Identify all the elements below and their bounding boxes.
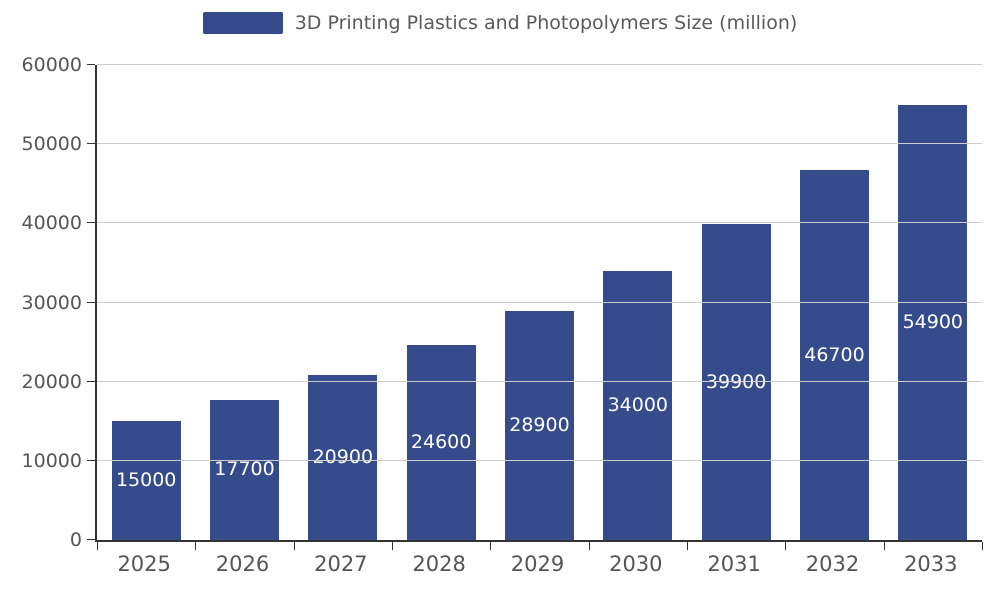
y-axis-tick-label: 50000 (21, 133, 82, 156)
y-axis-tick-label: 20000 (21, 370, 82, 393)
gridline (97, 222, 982, 224)
bar: 20900 (308, 374, 378, 540)
bar-value-label: 46700 (804, 343, 865, 366)
x-axis-tick (293, 542, 295, 550)
x-axis-tick (686, 542, 688, 550)
gridline (97, 380, 982, 382)
x-axis-tick-label: 2025 (117, 552, 171, 576)
bar-value-label: 54900 (902, 311, 964, 334)
x-axis-tick (391, 542, 393, 550)
x-axis-tick (785, 542, 787, 550)
bar-slot: 46700 (785, 65, 883, 540)
y-axis: 0 10000 20000 30000 40000 50000 60000 (0, 54, 82, 551)
bar-slot: 39900 (687, 65, 785, 540)
chart-title: 3D Printing Plastics and Photopolymers S… (294, 12, 798, 34)
x-axis-tick-label: 2028 (412, 552, 466, 576)
bar-slot: 20900 (294, 65, 392, 540)
bar: 34000 (603, 270, 673, 540)
gridline (97, 459, 982, 461)
y-axis-tick (87, 459, 95, 461)
x-axis-tick (883, 542, 885, 550)
bar-slot: 28900 (490, 65, 588, 540)
bar: 39900 (701, 224, 771, 540)
plot-area: 15000 17700 20900 24600 28900 34000 39900 46700… (87, 64, 983, 550)
bars-row: 15000 17700 20900 24600 28900 34000 39900 46700… (97, 65, 982, 540)
bar: 24600 (406, 345, 476, 540)
x-axis-tick-label: 2030 (609, 552, 663, 576)
x-axis-tick (195, 542, 197, 550)
bar-slot: 24600 (392, 65, 490, 540)
x-axis-tick (588, 542, 590, 550)
y-axis-tick (87, 380, 95, 382)
y-axis-tick (87, 301, 95, 303)
bar-slot: 15000 (97, 65, 195, 540)
x-axis-tick-label: 2029 (510, 552, 565, 576)
bar: 46700 (800, 170, 869, 540)
bar-value-label: 17700 (214, 458, 275, 481)
y-axis-tick-label: 30000 (21, 291, 82, 314)
bar-value-label: 28900 (509, 414, 570, 437)
bar: 28900 (505, 311, 574, 540)
bar: 54900 (898, 105, 968, 540)
bar: 15000 (111, 421, 181, 540)
bar-value-label: 34000 (607, 393, 669, 416)
gridline (97, 143, 982, 145)
bar: 17700 (210, 399, 279, 540)
x-axis: 2025 2026 2027 2028 2029 2030 2031 2032 2033 (95, 552, 980, 576)
x-axis-tick (490, 542, 492, 550)
bar-value-label: 15000 (115, 469, 177, 492)
x-axis-tick (982, 542, 983, 550)
y-axis-tick-label: 40000 (21, 212, 82, 235)
y-axis-tick-label: 0 (69, 529, 82, 551)
gridline (97, 301, 982, 303)
y-axis-tick (87, 64, 95, 65)
y-axis-tick-label: 60000 (21, 54, 82, 76)
bar-value-label: 39900 (705, 370, 767, 393)
legend[interactable]: 3D Printing Plastics and Photopolymers S… (0, 12, 1000, 34)
x-axis-tick-label: 2026 (215, 552, 270, 576)
legend-swatch (202, 12, 283, 34)
y-axis-tick (87, 222, 95, 224)
bar-slot: 54900 (884, 65, 982, 540)
x-axis-tick (97, 542, 98, 550)
x-axis-tick-label: 2031 (707, 552, 761, 576)
bar-slot: 17700 (195, 65, 293, 540)
x-axis-tick-label: 2027 (314, 552, 368, 576)
y-axis-tick (87, 143, 95, 145)
x-axis-tick-label: 2032 (805, 552, 860, 576)
y-axis-tick-label: 10000 (21, 449, 82, 472)
gridline (97, 64, 982, 65)
bar-value-label: 20900 (312, 445, 374, 468)
bar-slot: 34000 (589, 65, 687, 540)
y-axis-tick (87, 539, 95, 540)
bar-value-label: 24600 (410, 431, 472, 454)
x-axis-tick-label: 2033 (904, 552, 958, 576)
